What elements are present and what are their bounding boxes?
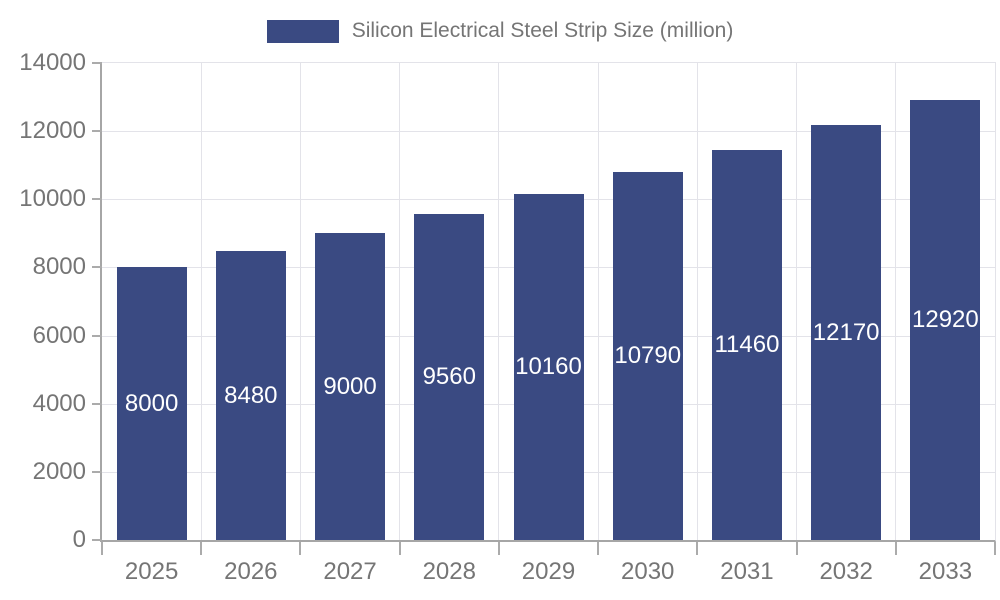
x-tick-mark xyxy=(795,542,798,555)
y-tick-label: 2000 xyxy=(32,457,86,485)
bar-value-label: 10160 xyxy=(515,352,582,380)
x-tick-mark xyxy=(994,542,996,555)
x-tick-mark xyxy=(200,542,203,555)
gridline-horizontal xyxy=(102,131,995,133)
bar-value-label: 12920 xyxy=(912,305,979,333)
legend-swatch xyxy=(266,19,339,43)
x-tick-mark xyxy=(398,542,401,555)
x-tick-label: 2026 xyxy=(224,558,278,585)
y-tick-mark xyxy=(92,266,102,269)
x-tick-mark xyxy=(101,542,103,555)
gridline-vertical xyxy=(200,63,202,540)
bar-2030 xyxy=(612,172,683,540)
x-tick-mark xyxy=(497,542,500,555)
y-tick-mark xyxy=(92,334,102,337)
bar-value-label: 10790 xyxy=(614,342,682,370)
bar-value-label: 12170 xyxy=(812,318,880,346)
y-tick-mark xyxy=(92,402,102,405)
legend-label: Silicon Electrical Steel Strip Size (mil… xyxy=(351,19,734,42)
y-tick-label: 6000 xyxy=(32,321,86,349)
gridline-vertical xyxy=(696,63,698,540)
x-tick-label: 2028 xyxy=(422,558,476,585)
bar-2025 xyxy=(116,267,187,540)
bar-value-label: 11460 xyxy=(714,330,780,358)
bar-2028 xyxy=(414,214,485,540)
x-tick-label: 2031 xyxy=(720,558,774,585)
x-tick-mark xyxy=(696,542,699,555)
plot-area: 8000 8480 9000 9560 10160 10790 11460 12170 1292… xyxy=(100,62,996,542)
x-tick-mark xyxy=(299,542,302,555)
bar-2027 xyxy=(315,233,386,540)
gridline-vertical xyxy=(299,63,301,540)
bar-2031 xyxy=(711,149,782,540)
x-tick-label: 2025 xyxy=(124,558,179,585)
bar-2033 xyxy=(910,99,981,540)
y-tick-label: 12000 xyxy=(19,117,86,145)
gridline-vertical xyxy=(597,63,599,540)
bar-2026 xyxy=(215,251,286,540)
bar-value-label: 9560 xyxy=(422,363,476,391)
x-tick-label: 2033 xyxy=(918,558,973,585)
gridline-vertical xyxy=(895,63,897,540)
y-tick-label: 0 xyxy=(72,526,86,553)
x-tick-label: 2030 xyxy=(621,558,675,585)
x-tick-label: 2032 xyxy=(819,558,873,585)
y-tick-mark xyxy=(92,198,102,201)
x-tick-mark xyxy=(894,542,897,555)
bar-2032 xyxy=(811,125,882,540)
bar-value-label: 8480 xyxy=(224,381,278,409)
y-tick-label: 14000 xyxy=(19,49,86,76)
bar-value-label: 9000 xyxy=(323,372,377,400)
y-tick-mark xyxy=(92,470,102,473)
y-tick-label: 8000 xyxy=(32,253,86,281)
y-tick-label: 10000 xyxy=(19,185,86,213)
y-tick-mark xyxy=(92,130,102,133)
bar-value-label: 8000 xyxy=(124,389,179,417)
x-tick-label: 2029 xyxy=(521,558,576,585)
legend: Silicon Electrical Steel Strip Size (mil… xyxy=(0,19,1000,43)
bar-2029 xyxy=(513,193,584,540)
y-tick-mark xyxy=(92,62,102,64)
gridline-vertical xyxy=(399,63,401,540)
y-tick-label: 4000 xyxy=(32,389,86,417)
gridline-vertical xyxy=(796,63,798,540)
x-tick-mark xyxy=(597,542,600,555)
x-tick-label: 2027 xyxy=(323,558,377,585)
gridline-vertical xyxy=(498,63,500,540)
y-tick-mark xyxy=(92,539,102,541)
